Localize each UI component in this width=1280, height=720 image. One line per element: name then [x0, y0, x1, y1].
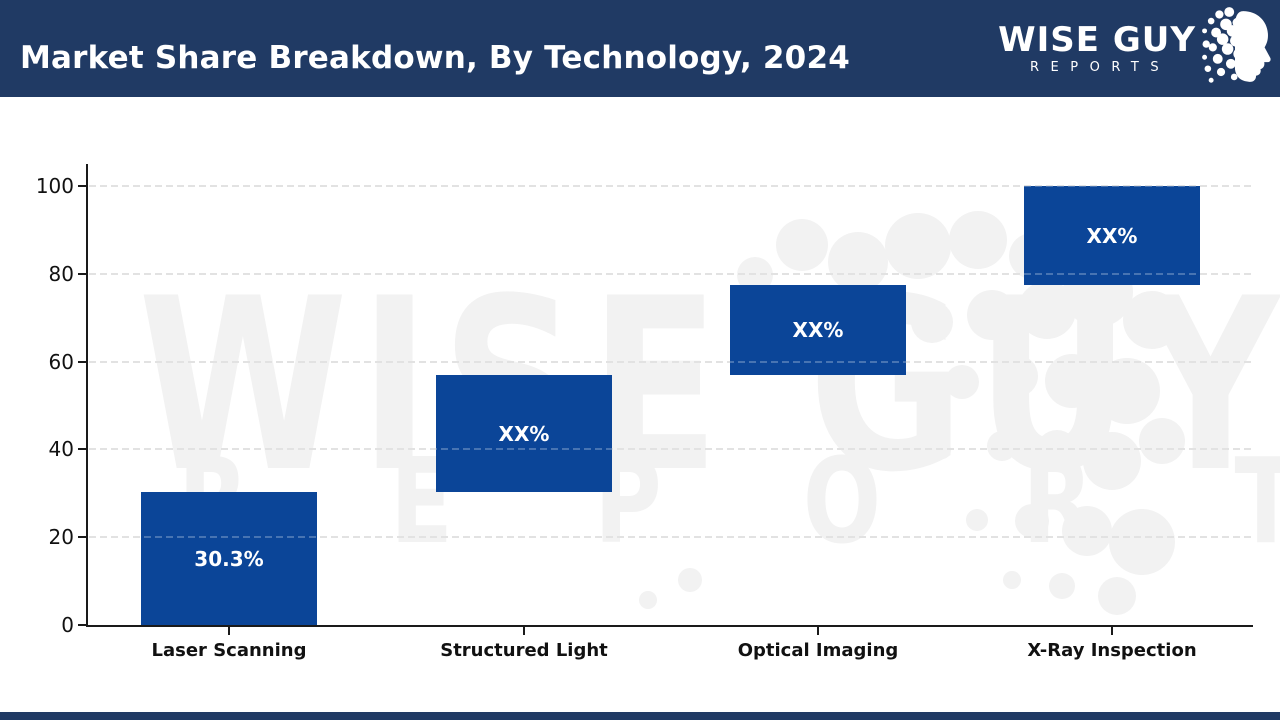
bar-structured-light — [436, 375, 612, 492]
watermark-text-line1: WISE GUY — [138, 248, 1280, 525]
x-axis-category-label: Laser Scanning — [151, 640, 307, 661]
gridline — [89, 536, 1253, 538]
x-axis-category-label: Optical Imaging — [737, 640, 899, 661]
bar-value-label: 30.3% — [194, 546, 264, 571]
x-axis-tick — [817, 626, 820, 635]
gridline-overlay — [89, 536, 1253, 538]
bar-value-label: XX% — [1086, 223, 1138, 248]
y-axis-tick-label: 40 — [48, 437, 74, 461]
header-bar: Market Share Breakdown, By Technology, 2… — [0, 0, 1280, 97]
x-axis-line — [86, 625, 1253, 628]
logo-wordmark: WISE GUY — [998, 19, 1196, 60]
x-axis-tick — [228, 626, 231, 635]
y-axis-tick — [78, 361, 87, 364]
bar-value-label: XX% — [498, 421, 550, 446]
bar-value-label: XX% — [792, 318, 844, 342]
bar-laser-scanning — [141, 492, 317, 625]
gridline — [89, 448, 1253, 450]
footer-bar — [0, 712, 1280, 720]
watermark-text-line2: R E P O R T S — [178, 432, 1280, 570]
y-axis-tick — [78, 448, 87, 451]
logo-subtitle: REPORTS — [1030, 60, 1171, 76]
y-axis-tick — [78, 624, 87, 627]
wise-guy-reports-logo: WISE GUY REPORTS — [998, 4, 1272, 94]
page-title: Market Share Breakdown, By Technology, 2… — [20, 40, 850, 76]
y-axis-tick-label: 80 — [48, 262, 74, 286]
x-axis-category-label: Structured Light — [440, 640, 608, 661]
logo-text: WISE GUY REPORTS — [998, 19, 1196, 76]
y-axis-tick-label: 60 — [48, 350, 74, 374]
logo-head-icon — [1202, 7, 1271, 83]
gridline-overlay — [89, 273, 1253, 275]
x-axis-tick — [1111, 626, 1114, 635]
y-axis-tick-label: 20 — [48, 525, 74, 549]
x-axis-category-label: X-Ray Inspection — [1027, 640, 1197, 661]
gridline — [89, 273, 1253, 275]
y-axis-tick-label: 0 — [61, 613, 74, 637]
gridline-overlay — [89, 185, 1253, 187]
y-axis-tick — [78, 273, 87, 276]
y-axis-tick-label: 100 — [35, 174, 74, 198]
y-axis-tick — [78, 185, 87, 188]
gridline-overlay — [89, 361, 1253, 363]
gridline-overlay — [89, 448, 1253, 450]
bar-optical-imaging — [730, 285, 906, 375]
gridline — [89, 185, 1253, 187]
bar-x-ray-inspection — [1024, 186, 1200, 285]
y-axis-tick — [78, 536, 87, 539]
x-axis-tick — [523, 626, 526, 635]
gridline — [89, 361, 1253, 363]
y-axis-line — [86, 164, 89, 627]
